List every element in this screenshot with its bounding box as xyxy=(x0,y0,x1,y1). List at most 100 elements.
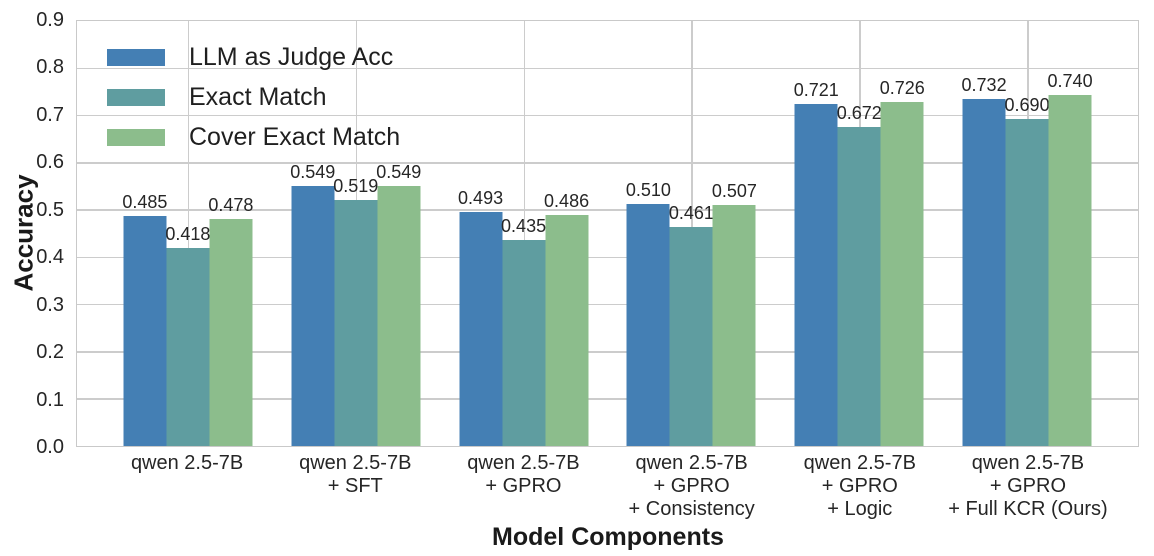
bar-cluster: 0.493 0.435 0.486 xyxy=(458,188,590,446)
bar-value-label: 0.549 xyxy=(290,162,336,182)
bar-value-label: 0.507 xyxy=(711,181,757,201)
bar-groups: 0.485 0.418 0.478 0.549 0.519 0.549 0.493 0.435… xyxy=(77,21,1138,446)
bar-cell: 0.478 xyxy=(208,195,254,446)
x-tick-label: qwen 2.5-7B + SFT xyxy=(299,452,412,497)
bar-cover-exact-match xyxy=(209,219,253,446)
bar-value-label: 0.485 xyxy=(122,192,168,212)
y-tick-label: 0.0 xyxy=(36,436,64,458)
bar-cluster: 0.732 0.690 0.740 xyxy=(961,71,1093,446)
bar-cell: 0.672 xyxy=(836,103,882,446)
h-gridline xyxy=(77,209,1138,211)
x-axis-tick-labels: qwen 2.5-7B qwen 2.5-7B + SFT qwen 2.5-7B … xyxy=(76,452,1139,521)
bar-cluster: 0.549 0.519 0.549 xyxy=(290,162,422,446)
bar-group: 0.721 0.672 0.726 xyxy=(775,21,943,446)
bar-value-label: 0.519 xyxy=(333,176,379,196)
y-tick-label: 0.2 xyxy=(36,341,64,364)
bar-cell: 0.732 xyxy=(961,75,1007,446)
bar-exact-match xyxy=(502,240,546,446)
bar-value-label: 0.672 xyxy=(836,103,882,123)
y-tick-label: 0.3 xyxy=(36,293,64,316)
bar-group: 0.485 0.418 0.478 xyxy=(104,21,272,446)
bar-cell: 0.418 xyxy=(165,224,211,446)
bar-value-label: 0.486 xyxy=(544,191,590,211)
v-gridline xyxy=(187,21,190,446)
bar-llm-as-judge-acc xyxy=(962,99,1006,446)
y-tick-label: 0.6 xyxy=(36,151,64,174)
x-tick-label: qwen 2.5-7B + GPRO xyxy=(467,452,580,497)
y-axis-label: Accuracy xyxy=(8,174,39,292)
x-tick-label: qwen 2.5-7B + GPRO + Logic xyxy=(803,452,916,520)
y-tick-label: 0.7 xyxy=(36,103,64,126)
bar-cell: 0.461 xyxy=(668,203,714,446)
bar-cell: 0.549 xyxy=(290,162,336,446)
bar-llm-as-judge-acc xyxy=(459,212,503,446)
bar-value-label: 0.549 xyxy=(376,162,422,182)
bar-cover-exact-match xyxy=(545,215,589,446)
bar-value-label: 0.461 xyxy=(668,203,714,223)
bar-exact-match xyxy=(166,248,210,446)
bar-llm-as-judge-acc xyxy=(123,216,167,446)
x-tick-label: qwen 2.5-7B + GPRO + Consistency xyxy=(628,452,755,520)
x-tick-label: qwen 2.5-7B + GPRO + Full KCR (Ours) xyxy=(948,452,1108,520)
bar-group: 0.493 0.435 0.486 xyxy=(440,21,608,446)
h-gridline xyxy=(77,303,1138,306)
h-gridline xyxy=(77,67,1138,70)
legend-swatch xyxy=(107,48,165,66)
x-axis-label: Model Components xyxy=(492,523,724,551)
bar-cell: 0.549 xyxy=(376,162,422,446)
bar-cover-exact-match xyxy=(712,205,756,446)
bar-cell: 0.507 xyxy=(711,181,757,446)
bar-group: 0.549 0.519 0.549 xyxy=(272,21,440,446)
bar-cell: 0.485 xyxy=(122,192,168,446)
bar-cell: 0.740 xyxy=(1047,71,1093,446)
bar-cell: 0.510 xyxy=(625,180,671,446)
bar-value-label: 0.732 xyxy=(961,75,1007,95)
h-gridline xyxy=(77,256,1138,259)
bar-exact-match xyxy=(669,227,713,446)
h-gridline xyxy=(77,114,1138,117)
bar-cluster: 0.485 0.418 0.478 xyxy=(122,192,254,446)
y-tick-label: 0.9 xyxy=(36,9,64,31)
legend-item: Exact Match xyxy=(107,77,400,117)
y-tick-label: 0.1 xyxy=(36,388,64,411)
bar-cell: 0.486 xyxy=(544,191,590,446)
legend-item: LLM as Judge Acc xyxy=(107,37,400,77)
bar-exact-match xyxy=(837,127,881,446)
bar-cover-exact-match xyxy=(880,102,924,446)
bar-cell: 0.493 xyxy=(458,188,504,446)
legend-label: LLM as Judge Acc xyxy=(189,42,394,71)
bar-value-label: 0.726 xyxy=(879,78,925,98)
bar-exact-match xyxy=(334,200,378,446)
bar-value-label: 0.721 xyxy=(793,80,839,100)
legend-swatch xyxy=(107,88,165,106)
h-gridline xyxy=(77,398,1138,400)
bar-llm-as-judge-acc xyxy=(291,186,335,446)
legend-label: Exact Match xyxy=(189,82,327,111)
bar-cell: 0.721 xyxy=(793,80,839,446)
bar-value-label: 0.493 xyxy=(458,188,504,208)
x-tick-label: qwen 2.5-7B xyxy=(130,452,244,474)
legend-item: Cover Exact Match xyxy=(107,117,400,157)
bar-value-label: 0.510 xyxy=(625,180,671,200)
y-tick-label: 0.4 xyxy=(36,246,64,269)
plot-area: 0.485 0.418 0.478 0.549 0.519 0.549 0.493 0.435… xyxy=(76,20,1139,447)
bar-cluster: 0.510 0.461 0.507 xyxy=(625,180,757,446)
bar-group: 0.732 0.690 0.740 xyxy=(943,21,1111,446)
bar-llm-as-judge-acc xyxy=(794,104,838,446)
bar-value-label: 0.690 xyxy=(1004,95,1050,115)
bar-cell: 0.435 xyxy=(501,216,546,446)
bar-value-label: 0.418 xyxy=(165,224,211,244)
bar-value-label: 0.740 xyxy=(1047,71,1093,91)
y-tick-label: 0.5 xyxy=(36,198,64,221)
legend-swatch xyxy=(107,128,165,146)
bar-group: 0.510 0.461 0.507 xyxy=(607,21,775,446)
bar-value-label: 0.478 xyxy=(208,195,254,215)
bar-cover-exact-match xyxy=(377,186,421,446)
legend: LLM as Judge Acc Exact Match Cover Exact M… xyxy=(107,37,400,157)
h-gridline xyxy=(77,351,1138,353)
v-gridline xyxy=(523,21,526,446)
legend-label: Cover Exact Match xyxy=(189,122,401,151)
bar-cover-exact-match xyxy=(1048,95,1092,446)
bar-llm-as-judge-acc xyxy=(626,204,670,446)
